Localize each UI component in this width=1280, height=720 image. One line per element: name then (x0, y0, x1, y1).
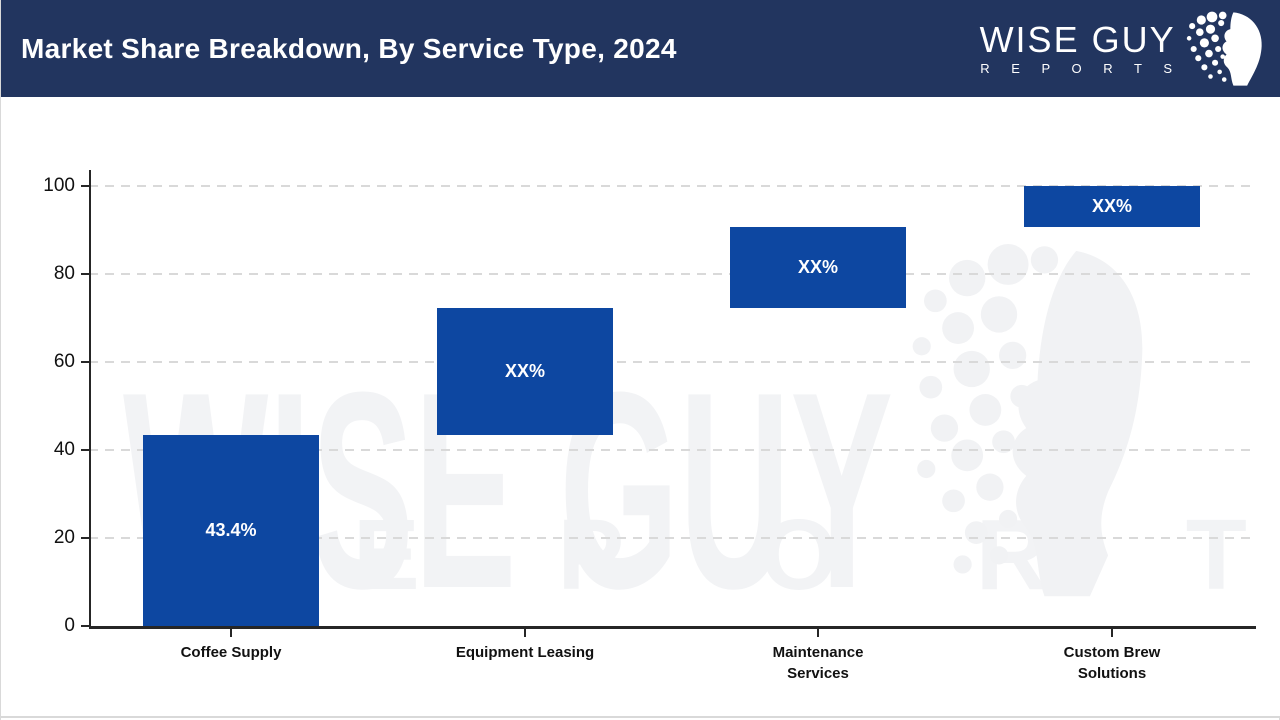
gridline-y80 (89, 272, 1256, 275)
category-label-coffee-supply: Coffee Supply (180, 644, 282, 661)
y-tick-label-80: 80 (53, 262, 75, 284)
bar-value-label-coffee-supply: 43.4% (205, 519, 257, 540)
category-label-custom-brew-solutions: Custom Brew Solutions (1063, 644, 1161, 682)
bar-equipment-leasing: XX% (437, 307, 613, 435)
category-label-maintenance-services: Maintenance Services (772, 644, 864, 682)
brand-logo: WISE GUY R E P O R T S (974, 8, 1267, 90)
chart-area: WISE GUY R E P O R T S 02040608010043.4%… (1, 97, 1280, 717)
bar-value-label-maintenance-services: XX% (797, 256, 839, 277)
x-tick-custom-brew-solutions (1111, 629, 1113, 637)
y-tick-0 (81, 625, 89, 627)
brand-head-icon (1186, 11, 1262, 86)
x-tick-maintenance-services (817, 629, 819, 637)
y-tick-label-40: 40 (53, 438, 75, 460)
header: Market Share Breakdown, By Service Type,… (1, 0, 1280, 97)
gridline-y20 (89, 536, 1256, 539)
y-tick-100 (81, 184, 89, 187)
gridline-y40 (89, 448, 1256, 451)
gridline-y60 (89, 360, 1256, 363)
y-tick-label-100: 100 (43, 174, 75, 196)
plot: 0 20 40 60 80 100 43.4% Coffee Supply XX% Equipme… (1, 97, 1280, 717)
y-tick-label-60: 60 (53, 350, 75, 372)
y-tick-80 (81, 272, 89, 275)
x-axis (89, 626, 1256, 629)
page-title: Market Share Breakdown, By Service Type,… (21, 32, 677, 64)
bar-value-label-equipment-leasing: XX% (504, 360, 546, 381)
brand-subtitle: R E P O R T S (980, 61, 1181, 76)
bar-custom-brew-solutions: XX% (1024, 185, 1200, 227)
bar-coffee-supply: 43.4% (143, 434, 319, 626)
y-tick-label-20: 20 (53, 526, 75, 548)
y-tick-60 (81, 360, 89, 363)
y-tick-20 (81, 536, 89, 539)
bar-maintenance-services: XX% (730, 226, 906, 308)
y-axis (89, 170, 91, 628)
x-tick-equipment-leasing (524, 629, 526, 637)
bar-value-label-custom-brew-solutions: XX% (1091, 195, 1133, 216)
x-tick-coffee-supply (230, 629, 232, 637)
y-tick-label-0: 0 (64, 615, 75, 636)
bottom-divider (1, 716, 1280, 718)
y-tick-40 (81, 448, 89, 451)
category-label-equipment-leasing: Equipment Leasing (455, 644, 595, 661)
brand-name: WISE GUY (979, 19, 1176, 60)
gridline-y100 (89, 184, 1256, 187)
